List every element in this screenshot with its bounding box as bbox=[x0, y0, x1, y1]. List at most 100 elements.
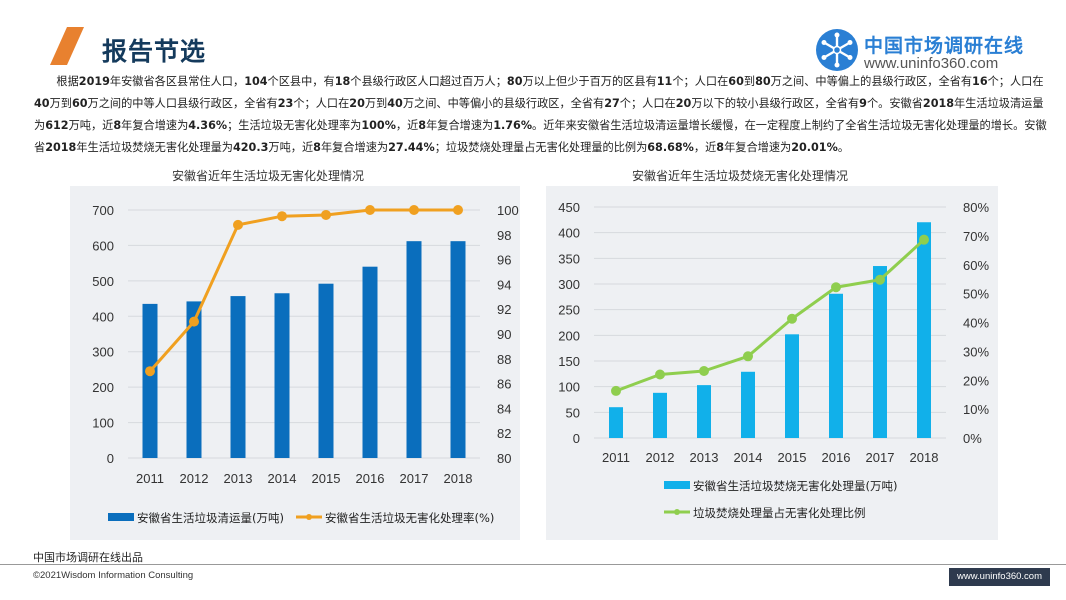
title-accent-slash bbox=[50, 27, 84, 65]
line-point-2018 bbox=[919, 234, 929, 245]
paragraph-figure: 8 bbox=[113, 119, 122, 132]
bar-2011 bbox=[142, 303, 158, 458]
chart-title-left: 安徽省近年生活垃圾无害化处理情况 bbox=[172, 169, 365, 183]
paragraph-text: 万吨，近 bbox=[68, 119, 114, 132]
paragraph-figure: 2018 bbox=[45, 141, 77, 154]
brand-logo: 中国市场调研在线 www.uninfo360.com bbox=[816, 29, 1056, 75]
paragraph-text: 万到 bbox=[49, 97, 72, 110]
page-title: 报告节选 bbox=[102, 37, 207, 66]
paragraph-text: 到 bbox=[743, 75, 756, 88]
paragraph-text: ，近 bbox=[395, 119, 419, 132]
line-point-2011 bbox=[145, 366, 155, 377]
paragraph-text: 年复合增速为 bbox=[320, 141, 389, 154]
line-point-2014 bbox=[743, 351, 753, 362]
paragraph-text: ，近 bbox=[693, 141, 717, 154]
x-tick-label: 2018 bbox=[444, 471, 473, 486]
paragraph-figure: 11 bbox=[656, 75, 673, 88]
x-tick-label: 2016 bbox=[822, 450, 851, 465]
legend-label: 安徽省生活垃圾无害化处理率(%) bbox=[325, 511, 494, 525]
paragraph-figure: 4.36% bbox=[188, 119, 228, 132]
paragraph-figure: 20 bbox=[675, 97, 692, 110]
x-tick-label: 2014 bbox=[268, 471, 297, 486]
paragraph-text: 年复合增速为 bbox=[426, 119, 494, 132]
bar-2016 bbox=[829, 293, 843, 438]
paragraph-figure: 60 bbox=[71, 97, 88, 110]
x-tick-label: 2018 bbox=[910, 450, 939, 465]
y-left-tick-label: 400 bbox=[92, 309, 114, 324]
y-right-tick-label: 0% bbox=[963, 431, 982, 446]
y-right-tick-label: 40% bbox=[963, 316, 989, 331]
footer-url-link[interactable]: www.uninfo360.com bbox=[949, 568, 1050, 586]
line-point-2016 bbox=[365, 205, 375, 215]
paragraph-text: 。 bbox=[837, 141, 850, 154]
line-point-2012 bbox=[189, 316, 199, 327]
y-right-tick-label: 82 bbox=[497, 426, 511, 441]
paragraph-text: 。近年来安徽省生活垃圾清运量增长缓慢，在一定程度上制约了全省生活垃圾无害化处理量… bbox=[34, 119, 1047, 154]
paragraph-figure: 2019 bbox=[78, 75, 110, 88]
paragraph-text: 万吨，近 bbox=[268, 141, 314, 154]
line-point-2017 bbox=[875, 274, 885, 285]
paragraph-text: 年复合增速为 bbox=[121, 119, 189, 132]
y-left-tick-label: 700 bbox=[92, 203, 114, 218]
y-right-tick-label: 50% bbox=[963, 287, 989, 302]
bar-2015 bbox=[318, 283, 334, 458]
paragraph-text: 年生活垃圾清运量为 bbox=[34, 97, 1044, 132]
line-series bbox=[615, 238, 926, 393]
y-right-tick-label: 88 bbox=[497, 352, 511, 367]
line-point-2013 bbox=[699, 366, 709, 377]
y-left-tick-label: 200 bbox=[558, 328, 580, 343]
bar-2017 bbox=[873, 266, 887, 438]
logo-snowflake-icon bbox=[816, 29, 858, 71]
y-left-tick-label: 250 bbox=[558, 303, 580, 318]
legend-label: 安徽省生活垃圾清运量(万吨) bbox=[137, 511, 284, 525]
y-right-tick-label: 80% bbox=[963, 200, 989, 215]
y-left-tick-label: 300 bbox=[558, 277, 580, 292]
x-tick-label: 2013 bbox=[224, 471, 253, 486]
y-right-tick-label: 94 bbox=[497, 277, 511, 292]
paragraph-text: 万之间、中等偏小的县级行政区，全省有 bbox=[402, 97, 605, 110]
bar-2017 bbox=[406, 241, 422, 458]
y-left-tick-label: 0 bbox=[573, 431, 580, 446]
paragraph-figure: 612 bbox=[45, 119, 69, 132]
paragraph-text: 万以上但少于百万的区县有 bbox=[522, 75, 657, 88]
x-tick-label: 2012 bbox=[646, 450, 675, 465]
line-point-2015 bbox=[321, 209, 331, 220]
y-left-tick-label: 50 bbox=[566, 405, 580, 420]
y-left-tick-label: 600 bbox=[92, 238, 114, 253]
paragraph-figure: 27 bbox=[604, 97, 620, 110]
logo-text-cn: 中国市场调研在线 bbox=[864, 35, 1025, 57]
y-right-tick-label: 10% bbox=[963, 402, 989, 417]
footer-copyright: ©2021Wisdom Information Consulting bbox=[33, 570, 194, 581]
line-point-2017 bbox=[409, 205, 419, 215]
paragraph-text: 个；人口在 bbox=[987, 75, 1044, 88]
line-point-2013 bbox=[233, 219, 243, 230]
bar-2012 bbox=[653, 392, 667, 438]
x-tick-label: 2015 bbox=[312, 471, 341, 486]
paragraph-figure: 8 bbox=[716, 141, 725, 154]
line-series bbox=[148, 208, 458, 373]
paragraph-figure: 18 bbox=[334, 75, 351, 88]
x-tick-label: 2013 bbox=[690, 450, 719, 465]
bar-2011 bbox=[609, 407, 623, 438]
paragraph-figure: 9 bbox=[859, 97, 867, 110]
paragraph-figure: 68.68% bbox=[647, 141, 694, 154]
y-right-tick-label: 60% bbox=[963, 258, 989, 273]
line-point-2016 bbox=[831, 282, 841, 293]
paragraph-figure: 2018 bbox=[922, 97, 955, 110]
paragraph-text: ；垃圾焚烧处理量占无害化处理量的比例为 bbox=[434, 141, 648, 154]
paragraph-figure: 8 bbox=[418, 119, 427, 132]
paragraph-figure: 80 bbox=[506, 75, 523, 88]
paragraph-text: 个；人口在 bbox=[672, 75, 729, 88]
bar-2018 bbox=[917, 222, 931, 438]
legend-label: 垃圾焚烧处理量占无害化处理比例 bbox=[693, 506, 866, 520]
legend-swatch-bar bbox=[664, 481, 690, 489]
paragraph-text: 万到 bbox=[364, 97, 388, 110]
paragraph-text: 个区县中，有 bbox=[267, 75, 335, 88]
paragraph-figure: 104 bbox=[244, 75, 268, 88]
paragraph-figure: 23 bbox=[277, 97, 294, 110]
line-point-2011 bbox=[611, 385, 621, 396]
paragraph-figure: 420.3 bbox=[232, 141, 269, 154]
y-left-tick-label: 500 bbox=[92, 274, 114, 289]
y-right-tick-label: 98 bbox=[497, 228, 511, 243]
y-left-tick-label: 400 bbox=[558, 226, 580, 241]
